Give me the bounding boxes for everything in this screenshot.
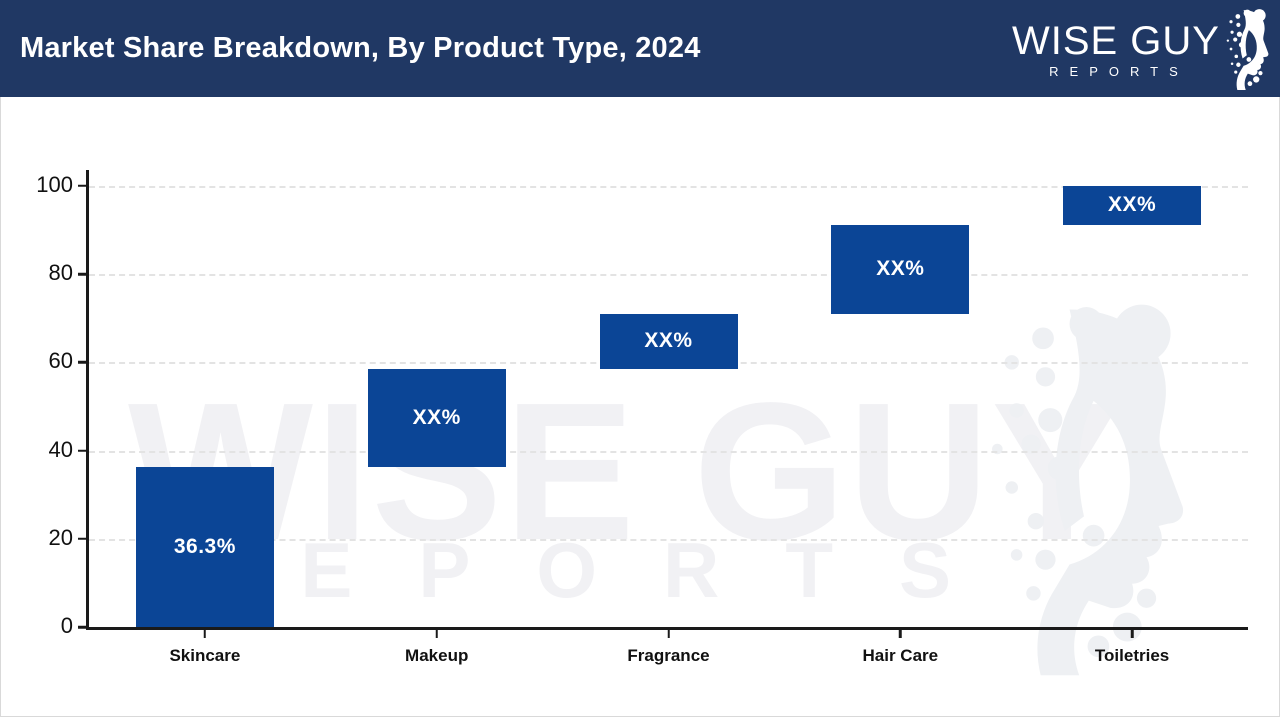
x-axis xyxy=(86,627,1248,630)
bar-value-label-fragrance: XX% xyxy=(644,329,693,353)
y-tick-mark-20 xyxy=(78,537,86,541)
y-tick-mark-80 xyxy=(78,272,86,276)
header: Market Share Breakdown, By Product Type,… xyxy=(0,0,1280,97)
x-tick-mark-skincare xyxy=(203,630,207,638)
y-tick-mark-100 xyxy=(78,184,86,188)
y-tick-label-60: 60 xyxy=(48,348,73,374)
gridline-20 xyxy=(89,538,1248,541)
x-category-label-fragrance: Fragrance xyxy=(627,646,710,665)
x-category-label-hair-care: Hair Care xyxy=(862,646,939,665)
y-tick-mark-0 xyxy=(78,625,86,629)
brand-logo-text: WISE GUY REPORTS xyxy=(1012,21,1220,78)
y-tick-label-20: 20 xyxy=(48,524,73,550)
x-category-label-toiletries: Toiletries xyxy=(1094,646,1170,665)
plot-area: 0 20 40 60 80 100 36.3% Skincare XX% Makeup XX% Fra… xyxy=(36,170,1248,665)
x-tick-mark-makeup xyxy=(435,630,438,638)
x-tick-mark-hair-care xyxy=(899,630,902,638)
bar-value-label-skincare: 36.3% xyxy=(173,534,236,558)
chart-area: WISE GUY REPORTS 0 20 40 60 80 100 36.3% Skinca… xyxy=(0,97,1280,717)
bar-value-label-makeup: XX% xyxy=(412,405,461,429)
x-tick-mark-toiletries xyxy=(1130,630,1134,638)
bar-makeup: XX% xyxy=(367,368,506,467)
y-axis xyxy=(86,170,89,629)
gridline-80 xyxy=(89,274,1248,277)
brand-subtitle: REPORTS xyxy=(1049,63,1189,79)
bar-value-label-toiletries: XX% xyxy=(1108,193,1157,217)
y-tick-label-0: 0 xyxy=(60,612,73,638)
brand-logo: WISE GUY REPORTS xyxy=(1012,6,1274,92)
bar-value-label-hair-care: XX% xyxy=(876,257,925,281)
y-tick-mark-60 xyxy=(78,361,86,364)
x-category-label-makeup: Makeup xyxy=(405,646,469,665)
bar-skincare: 36.3% xyxy=(135,466,274,627)
y-tick-mark-40 xyxy=(78,449,86,452)
bar-fragrance: XX% xyxy=(599,313,738,369)
x-tick-mark-fragrance xyxy=(667,630,670,638)
wiseguy-face-icon xyxy=(1208,7,1274,91)
y-tick-label-100: 100 xyxy=(36,171,73,197)
page-title: Market Share Breakdown, By Product Type,… xyxy=(20,32,701,64)
y-tick-label-40: 40 xyxy=(48,436,73,462)
brand-name: WISE GUY xyxy=(1011,18,1220,63)
x-category-label-skincare: Skincare xyxy=(169,646,241,665)
y-tick-label-80: 80 xyxy=(48,260,73,286)
bar-toiletries: XX% xyxy=(1063,185,1202,225)
gridline-100 xyxy=(89,185,1248,188)
bar-hair-care: XX% xyxy=(831,224,970,314)
gridline-40 xyxy=(89,450,1248,453)
watermark-brand-text: WISE GUY xyxy=(128,362,1125,581)
